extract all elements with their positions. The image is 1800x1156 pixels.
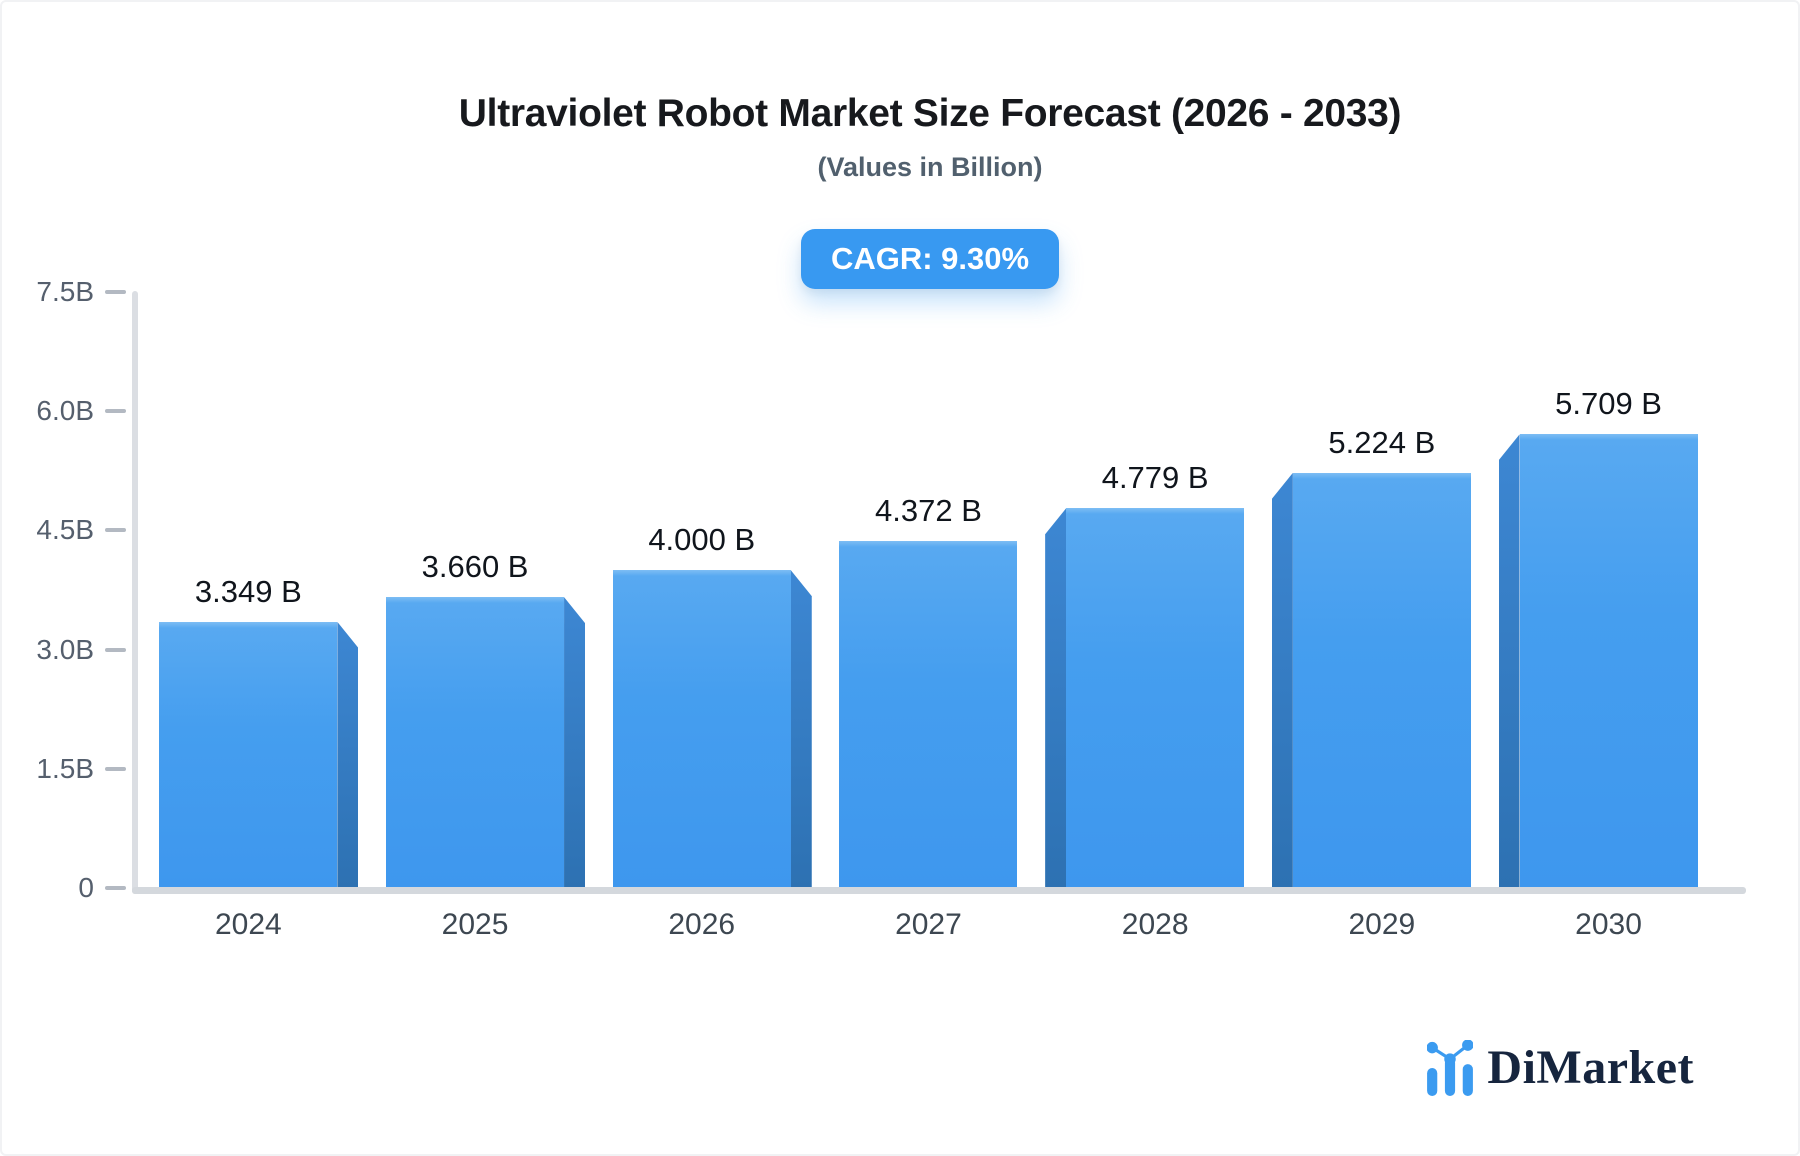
brand-logo: DiMarket xyxy=(1427,1040,1694,1096)
y-tick-label-1.5B: 1.5B xyxy=(36,752,94,784)
bar-value-label: 4.000 B xyxy=(648,522,756,558)
x-axis-label-2028: 2028 xyxy=(1121,908,1189,941)
bar-2029 xyxy=(1292,472,1471,888)
bar-2027 xyxy=(839,540,1018,888)
chart-title: Ultraviolet Robot Market Size Forecast (… xyxy=(458,92,1402,135)
y-tick-label-4.5B: 4.5B xyxy=(36,514,94,546)
bar-value-label: 5.224 B xyxy=(1328,424,1436,460)
y-axis-line xyxy=(132,291,138,894)
x-axis-baseline xyxy=(132,887,1746,894)
chart-subtitle: (Values in Billion) xyxy=(817,152,1043,182)
bar-2024 xyxy=(159,621,338,888)
bar-2026 xyxy=(612,570,791,888)
x-axis-label-2027: 2027 xyxy=(895,908,962,941)
brand-name: DiMarket xyxy=(1487,1041,1694,1094)
y-tick-label-3.0B: 3.0B xyxy=(36,633,94,665)
chart-header: Ultraviolet Robot Market Size Forecast (… xyxy=(2,2,1798,289)
bar-side-face xyxy=(1498,434,1520,888)
bar-side-face xyxy=(564,597,586,888)
x-axis-label-2024: 2024 xyxy=(214,908,282,941)
bar-2025 xyxy=(386,597,565,888)
bar-side-face xyxy=(1045,508,1067,888)
x-axis-label-2026: 2026 xyxy=(668,908,736,941)
y-tick-mark xyxy=(105,766,126,771)
y-tick-label-6.0B: 6.0B xyxy=(36,395,94,427)
mini-bar-chart-icon xyxy=(1427,1040,1474,1096)
bar-side-face xyxy=(337,621,359,888)
cagr-badge: CAGR: 9.30% xyxy=(800,229,1060,289)
bar-value-label: 3.349 B xyxy=(194,573,302,609)
bar-value-label: 5.709 B xyxy=(1555,386,1662,422)
y-tick-mark xyxy=(105,528,126,533)
x-axis-label-2025: 2025 xyxy=(441,908,509,941)
x-axis-label-2030: 2030 xyxy=(1575,908,1642,941)
y-tick-mark xyxy=(105,290,126,294)
x-axis-label-2029: 2029 xyxy=(1348,908,1416,941)
bar-side-face xyxy=(790,570,812,888)
bar-2028 xyxy=(1066,508,1245,888)
y-tick-label-7.5B: 7.5B xyxy=(36,276,94,307)
y-tick-label-0: 0 xyxy=(78,872,94,903)
bar-2030 xyxy=(1519,434,1698,888)
bar-side-face xyxy=(1271,472,1293,888)
y-tick-mark xyxy=(105,886,126,890)
bar-value-label: 3.660 B xyxy=(421,549,529,585)
bar-value-label: 4.372 B xyxy=(875,492,982,528)
y-tick-mark xyxy=(105,409,126,414)
bar-value-label: 4.779 B xyxy=(1101,460,1209,496)
y-tick-mark xyxy=(105,647,126,652)
